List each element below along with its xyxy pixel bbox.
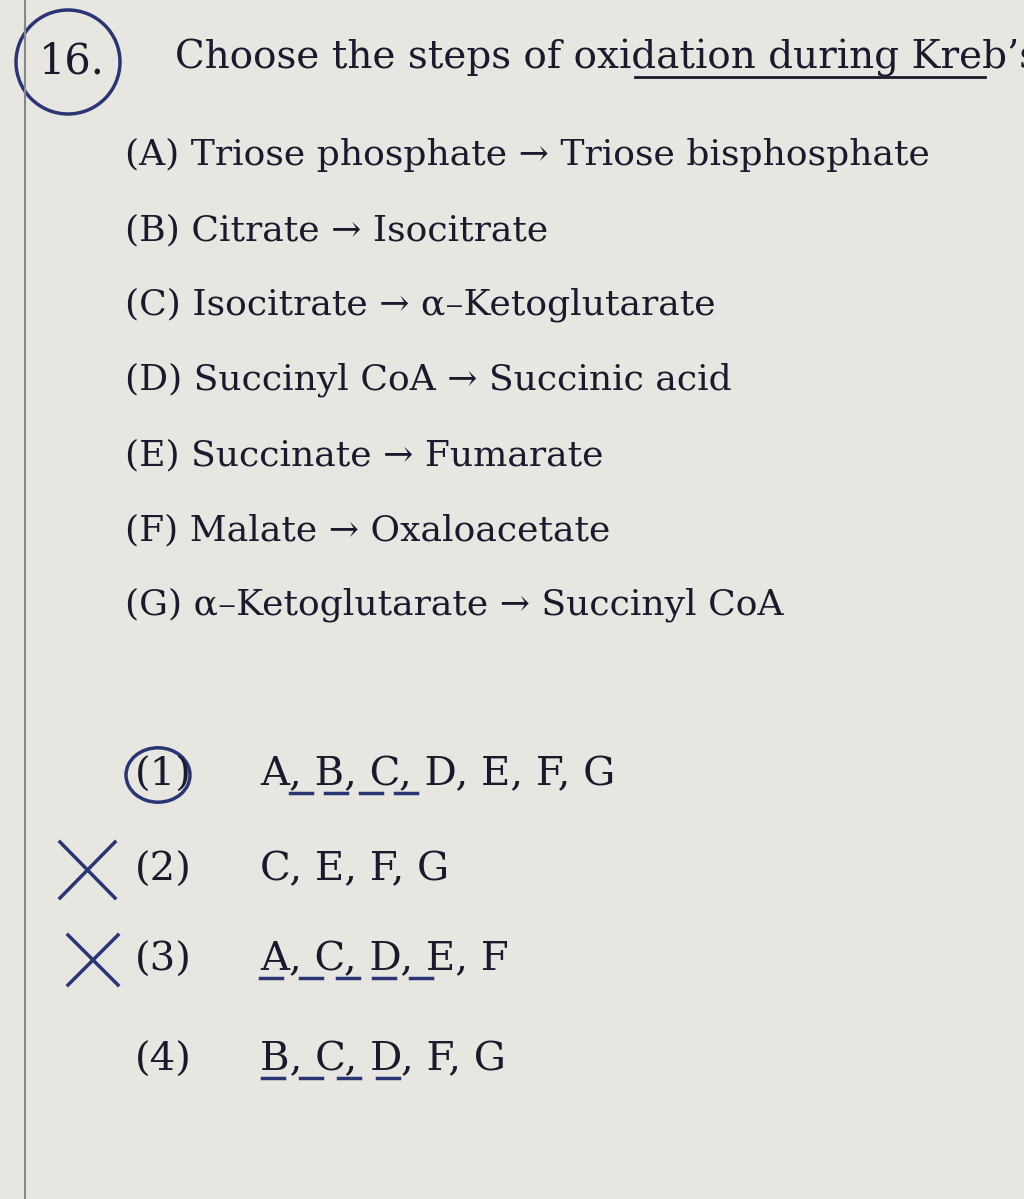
Text: B, C, D, F, G: B, C, D, F, G <box>260 1042 506 1078</box>
Text: (2): (2) <box>135 851 191 888</box>
Text: A, C, D, E, F: A, C, D, E, F <box>260 941 509 978</box>
Text: (1): (1) <box>135 757 191 794</box>
Text: (C) Isocitrate → α–Ketoglutarate: (C) Isocitrate → α–Ketoglutarate <box>125 288 716 323</box>
Text: (D) Succinyl CoA → Succinic acid: (D) Succinyl CoA → Succinic acid <box>125 363 731 397</box>
Text: (B) Citrate → Isocitrate: (B) Citrate → Isocitrate <box>125 213 548 247</box>
Text: 16.: 16. <box>39 41 104 83</box>
Text: Choose the steps of oxidation during Kreb’s cycle-: Choose the steps of oxidation during Kre… <box>175 40 1024 77</box>
Text: (F) Malate → Oxaloacetate: (F) Malate → Oxaloacetate <box>125 513 610 547</box>
Text: A, B, C, D, E, F, G: A, B, C, D, E, F, G <box>260 757 615 794</box>
Text: (A) Triose phosphate → Triose bisphosphate: (A) Triose phosphate → Triose bisphospha… <box>125 138 930 171</box>
Text: (G) α–Ketoglutarate → Succinyl CoA: (G) α–Ketoglutarate → Succinyl CoA <box>125 588 783 622</box>
Text: (3): (3) <box>135 941 191 978</box>
Text: (4): (4) <box>135 1042 191 1078</box>
Text: C, E, F, G: C, E, F, G <box>260 851 450 888</box>
Text: (E) Succinate → Fumarate: (E) Succinate → Fumarate <box>125 438 603 472</box>
